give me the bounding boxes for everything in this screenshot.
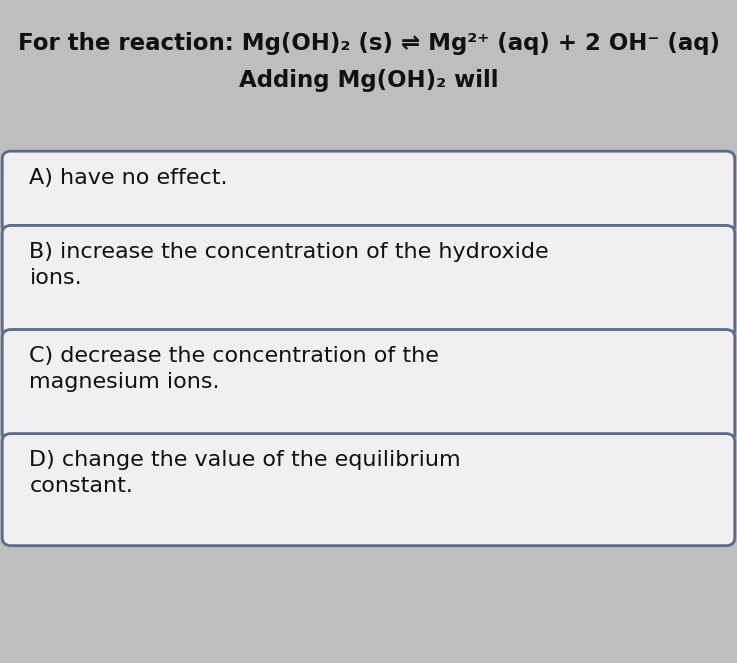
FancyBboxPatch shape bbox=[2, 151, 735, 233]
FancyBboxPatch shape bbox=[2, 225, 735, 337]
Text: D) change the value of the equilibrium
constant.: D) change the value of the equilibrium c… bbox=[29, 450, 461, 496]
Text: For the reaction: Mg(OH)₂ (s) ⇌ Mg²⁺ (aq) + 2 OH⁻ (aq): For the reaction: Mg(OH)₂ (s) ⇌ Mg²⁺ (aq… bbox=[18, 32, 719, 54]
Text: Adding Mg(OH)₂ will: Adding Mg(OH)₂ will bbox=[239, 70, 498, 92]
FancyBboxPatch shape bbox=[2, 330, 735, 442]
FancyBboxPatch shape bbox=[2, 434, 735, 546]
Text: A) have no effect.: A) have no effect. bbox=[29, 168, 228, 188]
Text: C) decrease the concentration of the
magnesium ions.: C) decrease the concentration of the mag… bbox=[29, 346, 439, 392]
Text: B) increase the concentration of the hydroxide
ions.: B) increase the concentration of the hyd… bbox=[29, 242, 549, 288]
